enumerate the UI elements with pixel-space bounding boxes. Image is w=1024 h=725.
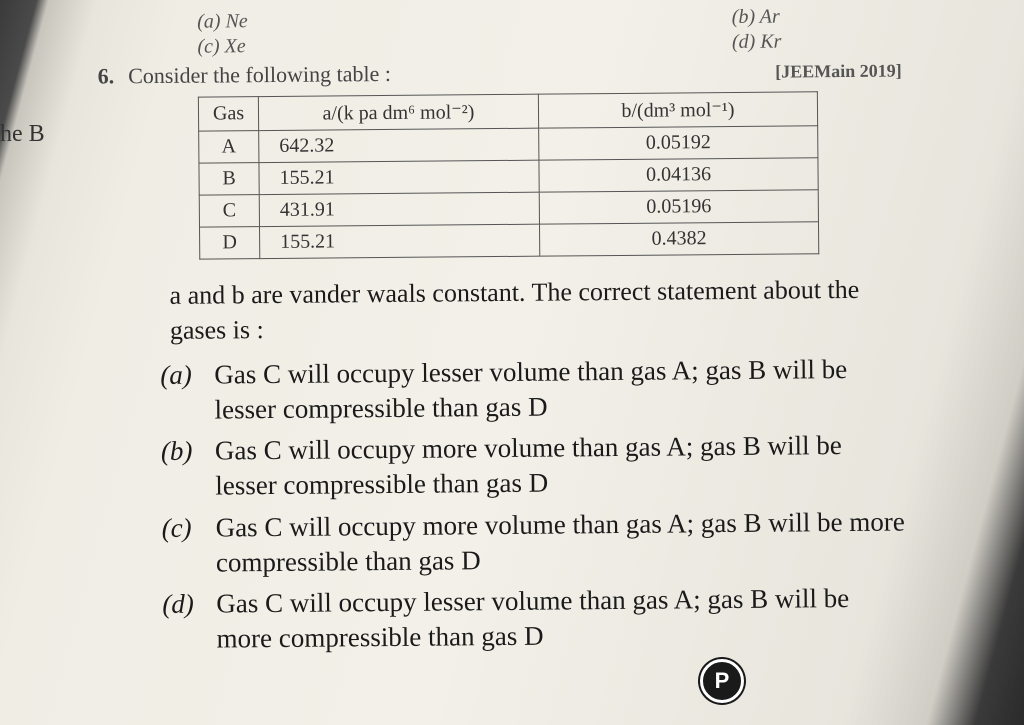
option-label: (a)	[160, 358, 205, 429]
previous-question-options: (a) Ne (c) Xe (b) Ar (d) Kr	[97, 5, 901, 60]
question-title: Consider the following table :	[128, 61, 391, 88]
col-a: a/(k pa dm⁶ mol⁻²)	[258, 94, 538, 130]
option-text: Gas C will occupy lesser volume than gas…	[216, 580, 907, 656]
data-table-wrap: Gas a/(k pa dm⁶ mol⁻²) b/(dm³ mol⁻¹) A 6…	[198, 91, 819, 259]
option-c: (c) Gas C will occupy more volume than g…	[161, 504, 906, 581]
answer-options: (a) Gas C will occupy lesser volume than…	[160, 352, 907, 657]
prev-opt-a: (a) Ne	[197, 10, 248, 33]
cell: 0.05192	[539, 126, 818, 160]
question-number: 6.	[98, 63, 115, 88]
cell: 431.91	[259, 192, 539, 226]
option-label: (b)	[161, 434, 206, 505]
option-text: Gas C will occupy lesser volume than gas…	[214, 352, 905, 428]
cell: 155.21	[260, 224, 540, 258]
prev-opt-c: (c) Xe	[197, 35, 248, 58]
cell: 642.32	[259, 128, 539, 162]
col-gas: Gas	[198, 97, 258, 132]
option-b: (b) Gas C will occupy more volume than g…	[161, 428, 906, 505]
option-label: (d)	[162, 586, 207, 657]
page-content: (a) Ne (c) Xe (b) Ar (d) Kr 6. Consider …	[37, 0, 967, 684]
cell: B	[199, 163, 259, 196]
option-label: (c)	[161, 510, 206, 581]
col-b: b/(dm³ mol⁻¹)	[538, 92, 817, 128]
option-text: Gas C will occupy more volume than gas A…	[215, 504, 906, 580]
question-stem: a and b are vander waals constant. The c…	[169, 272, 884, 348]
prev-opt-d: (d) Kr	[732, 31, 782, 54]
cell: C	[199, 195, 259, 228]
table-row: C 431.91 0.05196	[199, 190, 818, 227]
publisher-badge-icon: P	[700, 659, 744, 703]
cell: A	[199, 131, 259, 164]
question-header: 6. Consider the following table : [JEEMa…	[98, 57, 902, 90]
vanderwaals-table: Gas a/(k pa dm⁶ mol⁻²) b/(dm³ mol⁻¹) A 6…	[198, 91, 819, 259]
cell: 0.04136	[539, 158, 818, 192]
cell: D	[200, 227, 260, 260]
cell: 155.21	[259, 160, 539, 194]
table-row: D 155.21 0.4382	[200, 222, 819, 259]
option-text: Gas C will occupy more volume than gas A…	[215, 428, 906, 504]
prev-opt-b: (b) Ar	[732, 6, 782, 29]
option-d: (d) Gas C will occupy lesser volume than…	[162, 580, 907, 657]
cell: 0.4382	[539, 222, 818, 256]
exam-tag: [JEEMain 2019]	[775, 61, 902, 83]
table-header-row: Gas a/(k pa dm⁶ mol⁻²) b/(dm³ mol⁻¹)	[198, 92, 817, 131]
option-a: (a) Gas C will occupy lesser volume than…	[160, 352, 905, 429]
table-row: A 642.32 0.05192	[199, 126, 818, 163]
cell: 0.05196	[539, 190, 818, 224]
table-row: B 155.21 0.04136	[199, 158, 818, 195]
